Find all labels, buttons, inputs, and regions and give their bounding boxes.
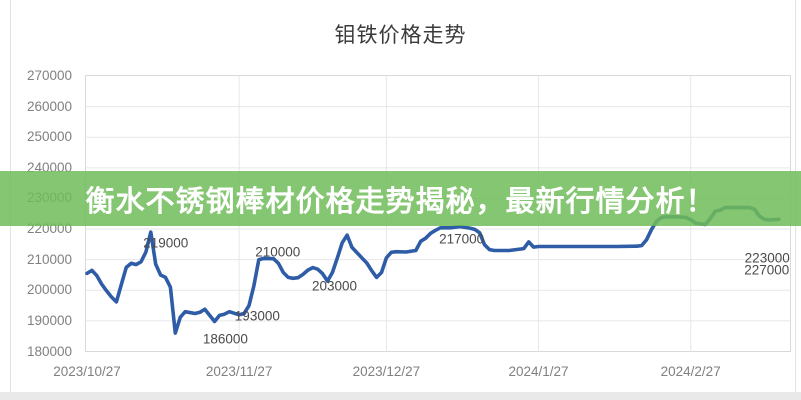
promo-banner-overlay: 衡水不锈钢棒材价格走势揭秘，最新行情分析！ — [0, 171, 801, 226]
price-line — [85, 205, 781, 335]
data-label: 210000 — [255, 244, 301, 260]
y-tick-label: 190000 — [26, 312, 72, 328]
y-tick-label: 200000 — [26, 282, 72, 298]
data-label: 186000 — [202, 331, 248, 347]
y-tick-label: 270000 — [26, 68, 72, 83]
y-tick-label: 260000 — [26, 98, 72, 114]
bottom-page-strip — [0, 392, 801, 400]
y-tick-label: 180000 — [26, 343, 72, 359]
y-tick-label: 210000 — [26, 251, 72, 267]
data-label: 193000 — [234, 308, 280, 324]
data-label: 227000 — [744, 262, 790, 278]
data-label: 217000 — [439, 231, 485, 247]
x-tick-label: 2023/12/27 — [352, 364, 421, 379]
data-label: 223000 — [744, 250, 790, 266]
x-tick-label: 2023/11/27 — [205, 364, 273, 379]
x-tick-label: 2023/10/27 — [53, 364, 121, 379]
data-label: 219000 — [143, 235, 189, 251]
x-tick-label: 2024/2/27 — [660, 364, 721, 379]
promo-banner-text: 衡水不锈钢棒材价格走势揭秘，最新行情分析！ — [85, 185, 716, 218]
x-tick-label: 2024/1/27 — [508, 364, 569, 379]
y-tick-label: 250000 — [26, 129, 72, 145]
chart-title: 钼铁价格走势 — [334, 24, 467, 47]
data-label: 203000 — [311, 278, 358, 294]
